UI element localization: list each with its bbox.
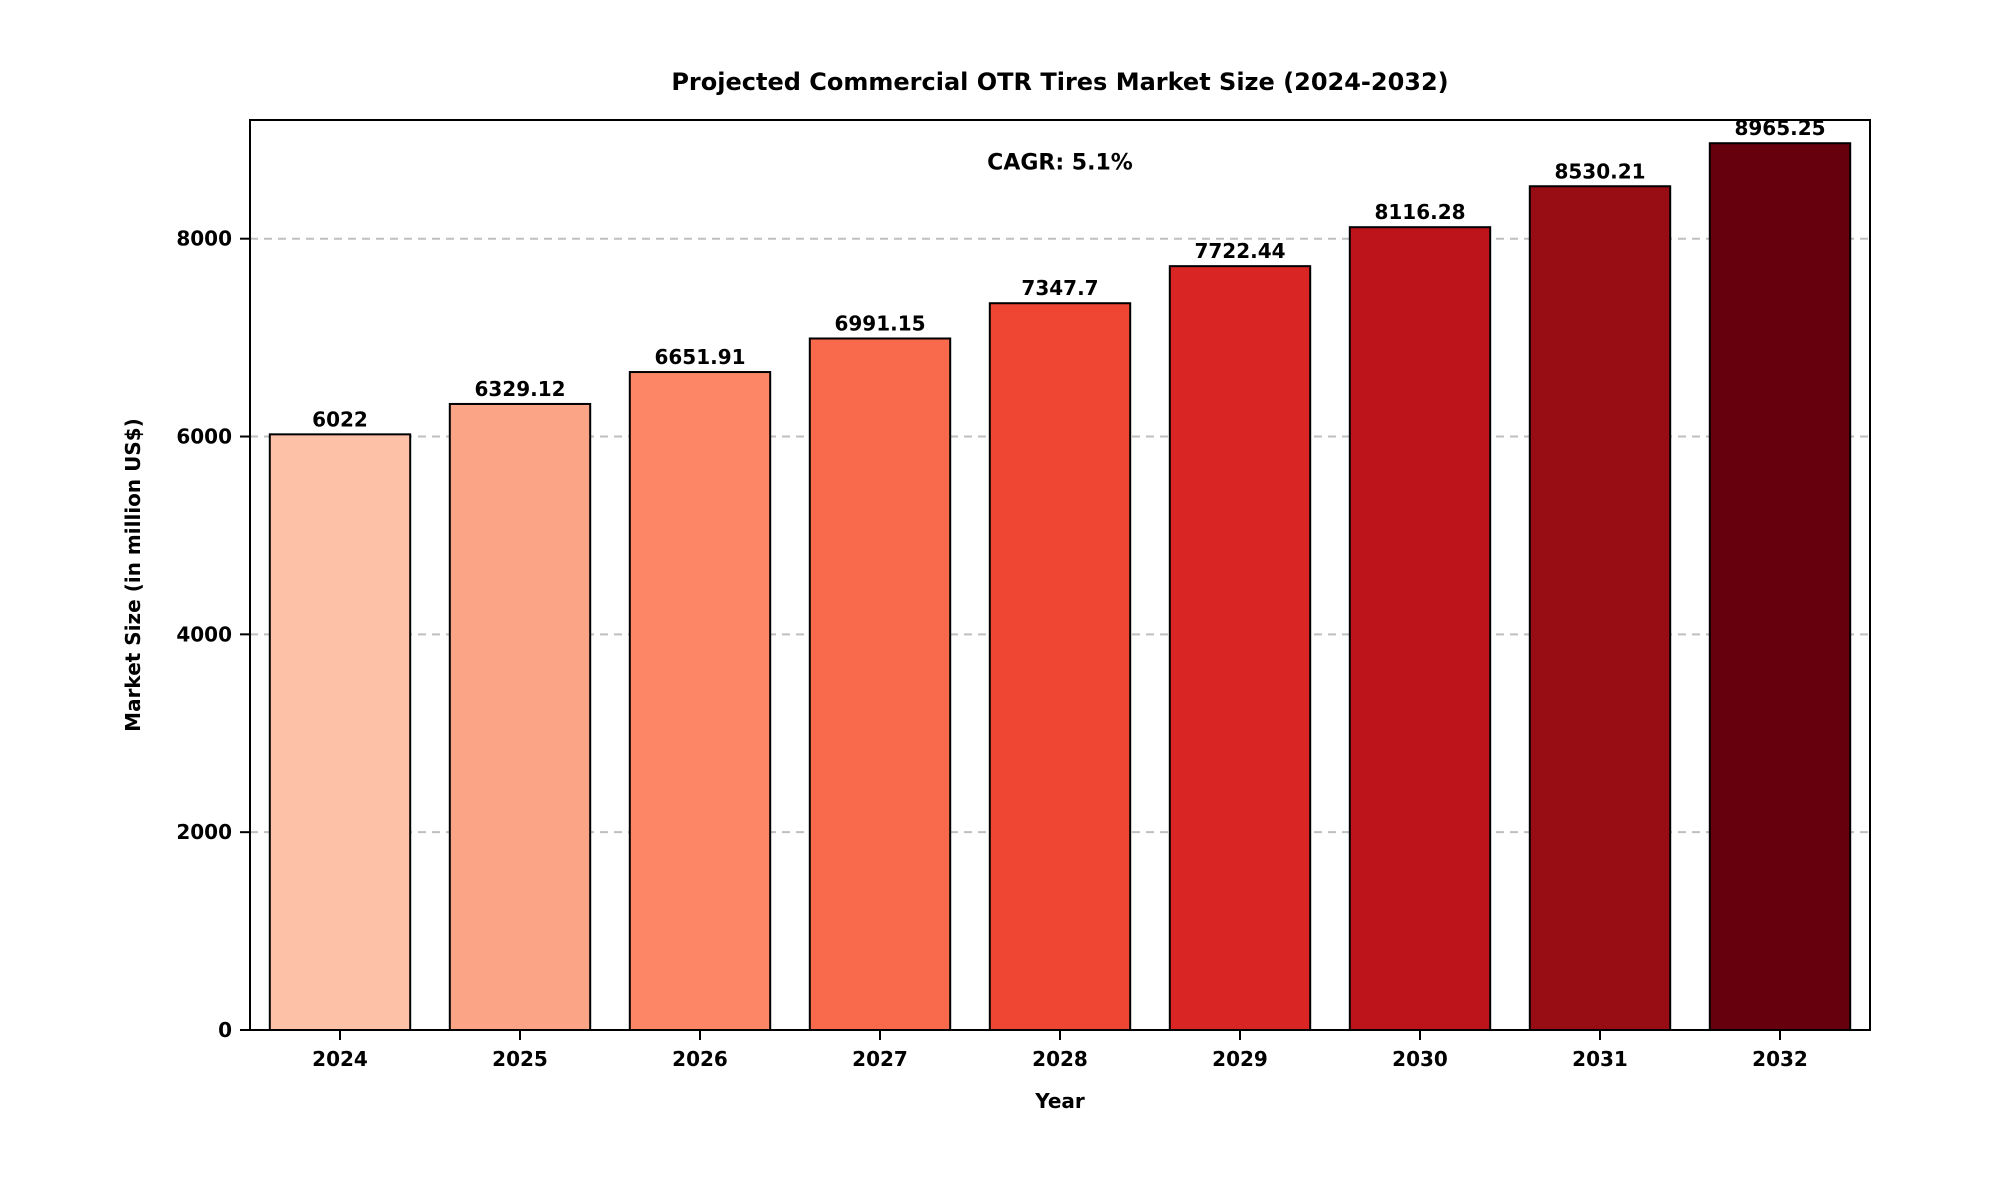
y-tick-label: 0 bbox=[218, 1018, 232, 1042]
bar-value-label: 8116.28 bbox=[1374, 200, 1465, 224]
x-axis-label: Year bbox=[1034, 1089, 1085, 1113]
x-tick-label: 2030 bbox=[1392, 1047, 1448, 1071]
x-tick-label: 2025 bbox=[492, 1047, 548, 1071]
bar-value-label: 7347.7 bbox=[1021, 276, 1098, 300]
y-tick-label: 6000 bbox=[176, 425, 232, 449]
x-tick-label: 2024 bbox=[312, 1047, 368, 1071]
bar bbox=[1350, 227, 1490, 1030]
bar bbox=[990, 303, 1130, 1030]
bar bbox=[630, 372, 770, 1030]
x-tick-label: 2032 bbox=[1752, 1047, 1808, 1071]
chart-svg: 6022 6329.12 6651.91 6991.15 7347.7 7722.44 81… bbox=[0, 0, 2000, 1200]
bar bbox=[1170, 266, 1310, 1030]
x-tick-label: 2028 bbox=[1032, 1047, 1088, 1071]
y-tick-label: 2000 bbox=[176, 820, 232, 844]
bar-value-label: 8530.21 bbox=[1554, 159, 1645, 183]
y-axis-label: Market Size (in million US$) bbox=[121, 418, 145, 732]
cagr-annotation: CAGR: 5.1% bbox=[987, 150, 1133, 175]
x-tick-label: 2029 bbox=[1212, 1047, 1268, 1071]
bar bbox=[1710, 143, 1850, 1030]
bar bbox=[1530, 186, 1670, 1030]
y-tick-label: 4000 bbox=[176, 622, 232, 646]
bar-value-label: 6651.91 bbox=[654, 345, 745, 369]
bar-value-label: 6991.15 bbox=[834, 311, 925, 335]
bar bbox=[270, 434, 410, 1030]
bar-value-label: 6329.12 bbox=[474, 377, 565, 401]
bar bbox=[450, 404, 590, 1030]
bar-value-label: 7722.44 bbox=[1194, 239, 1285, 263]
chart-figure: 6022 6329.12 6651.91 6991.15 7347.7 7722.44 81… bbox=[0, 0, 2000, 1200]
chart-title: Projected Commercial OTR Tires Market Si… bbox=[671, 68, 1448, 96]
x-tick-label: 2027 bbox=[852, 1047, 908, 1071]
bar-value-label: 6022 bbox=[312, 407, 368, 431]
bar bbox=[810, 338, 950, 1030]
x-tick-label: 2031 bbox=[1572, 1047, 1628, 1071]
x-tick-label: 2026 bbox=[672, 1047, 728, 1071]
y-tick-label: 8000 bbox=[176, 227, 232, 251]
